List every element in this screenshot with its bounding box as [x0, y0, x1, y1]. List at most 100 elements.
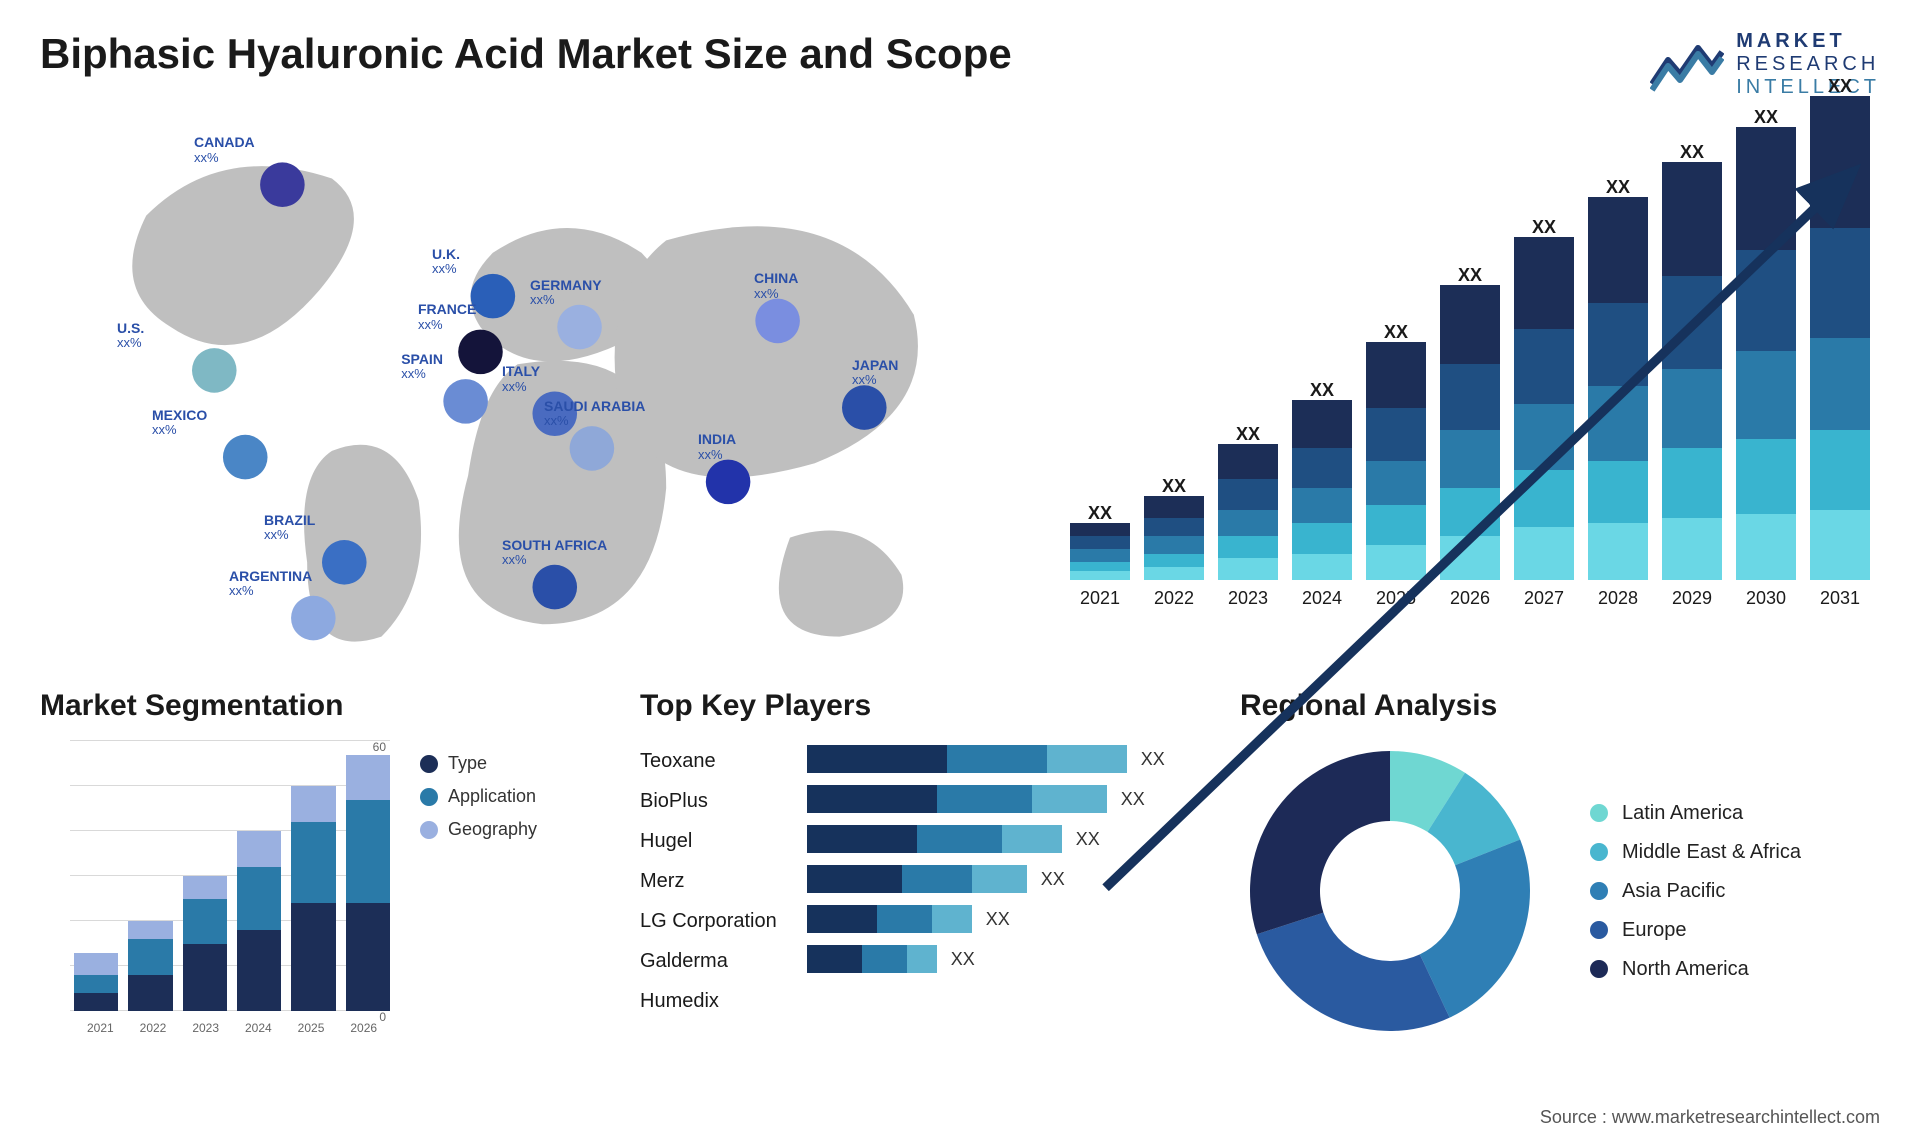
growth-bar: XX2022 — [1144, 496, 1204, 609]
players-list: TeoxaneBioPlusHugelMerzLG CorporationGal… — [640, 741, 777, 1021]
growth-bar: XX2025 — [1366, 342, 1426, 609]
map-country-label: BRAZILxx% — [264, 513, 315, 543]
seg-bar — [291, 786, 335, 1011]
donut-slice — [1250, 751, 1390, 934]
map-country-label: SPAINxx% — [401, 352, 443, 382]
seg-legend-item: Geography — [420, 819, 537, 840]
player-name: BioPlus — [640, 781, 777, 821]
growth-bar-year: 2031 — [1820, 588, 1860, 609]
regional-panel: Regional Analysis Latin America Middle Ea… — [1240, 689, 1880, 1041]
regional-donut-chart — [1240, 741, 1540, 1041]
growth-bar-value: XX — [1310, 380, 1334, 401]
growth-bar-year: 2026 — [1450, 588, 1490, 609]
segmentation-title: Market Segmentation — [40, 689, 600, 723]
map-country-label: GERMANYxx% — [530, 278, 602, 308]
player-bar-row: XX — [807, 905, 1200, 933]
growth-bar: XX2028 — [1588, 197, 1648, 609]
growth-bar-value: XX — [1680, 142, 1704, 163]
logo-line2: RESEARCH — [1736, 53, 1880, 76]
player-name: Humedix — [640, 981, 777, 1021]
segmentation-panel: Market Segmentation 20212022202320242025… — [40, 689, 600, 1041]
growth-bar: XX2024 — [1292, 400, 1352, 609]
growth-bar: XX2023 — [1218, 444, 1278, 609]
growth-bar-value: XX — [1532, 217, 1556, 238]
seg-legend-item: Type — [420, 753, 537, 774]
growth-bar: XX2027 — [1514, 237, 1574, 609]
growth-bar: XX2031 — [1810, 96, 1870, 609]
map-country-label: ITALYxx% — [502, 364, 540, 394]
map-country-label: MEXICOxx% — [152, 408, 207, 438]
seg-bar — [237, 831, 281, 1011]
map-country-label: CHINAxx% — [754, 271, 798, 301]
regional-legend: Latin America Middle East & Africa Asia Pa… — [1590, 786, 1801, 997]
map-country-label: FRANCExx% — [418, 302, 476, 332]
player-bar-row: XX — [807, 945, 1200, 973]
player-bar-value: XX — [1041, 869, 1065, 890]
player-name: LG Corporation — [640, 901, 777, 941]
segmentation-legend: TypeApplicationGeography — [420, 741, 537, 1041]
growth-bar-year: 2021 — [1080, 588, 1120, 609]
player-name: Teoxane — [640, 741, 777, 781]
world-map-panel: CANADAxx%U.S.xx%MEXICOxx%BRAZILxx%ARGENT… — [40, 129, 1020, 649]
player-name: Merz — [640, 861, 777, 901]
player-bar-value: XX — [1076, 829, 1100, 850]
growth-bar-value: XX — [1828, 76, 1852, 97]
region-legend-item: Europe — [1590, 919, 1801, 942]
player-bar-row: XX — [807, 825, 1200, 853]
player-bar — [807, 945, 937, 973]
seg-xlabel: 2024 — [232, 1021, 285, 1035]
map-country-label: ARGENTINAxx% — [229, 569, 312, 599]
growth-bar-value: XX — [1236, 424, 1260, 445]
regional-title: Regional Analysis — [1240, 689, 1880, 723]
players-title: Top Key Players — [640, 689, 1200, 723]
map-country-label: U.S.xx% — [117, 321, 144, 351]
growth-bar-year: 2024 — [1302, 588, 1342, 609]
player-name: Galderma — [640, 941, 777, 981]
player-name: Hugel — [640, 821, 777, 861]
region-legend-item: Latin America — [1590, 802, 1801, 825]
growth-bar: XX2029 — [1662, 162, 1722, 609]
player-bar-row: XX — [807, 865, 1200, 893]
seg-ytick: 0 — [379, 1010, 386, 1024]
key-players-panel: Top Key Players TeoxaneBioPlusHugelMerzL… — [640, 689, 1200, 1041]
region-legend-item: Asia Pacific — [1590, 880, 1801, 903]
player-bar — [807, 785, 1107, 813]
segmentation-chart: 202120222023202420252026 0102030405060 — [40, 741, 390, 1041]
growth-bar-value: XX — [1606, 177, 1630, 198]
seg-xlabel: 2023 — [179, 1021, 232, 1035]
player-bar-value: XX — [951, 949, 975, 970]
seg-xlabel: 2021 — [74, 1021, 127, 1035]
growth-bar-value: XX — [1088, 503, 1112, 524]
players-bar-chart: XXXXXXXXXXXX — [807, 741, 1200, 1021]
growth-bar-year: 2022 — [1154, 588, 1194, 609]
growth-bar-value: XX — [1754, 107, 1778, 128]
donut-slice — [1257, 913, 1450, 1031]
map-country-label: INDIAxx% — [698, 432, 736, 462]
player-bar-row: XX — [807, 785, 1200, 813]
growth-bar-value: XX — [1458, 265, 1482, 286]
map-country-label: U.K.xx% — [432, 247, 460, 277]
map-country-label: JAPANxx% — [852, 358, 898, 388]
region-legend-item: North America — [1590, 958, 1801, 981]
growth-bar-year: 2028 — [1598, 588, 1638, 609]
region-legend-item: Middle East & Africa — [1590, 841, 1801, 864]
seg-xlabel: 2025 — [285, 1021, 338, 1035]
seg-xlabel: 2022 — [127, 1021, 180, 1035]
player-bar — [807, 865, 1027, 893]
growth-bar-value: XX — [1162, 476, 1186, 497]
logo-icon — [1650, 38, 1724, 92]
growth-bar-year: 2027 — [1524, 588, 1564, 609]
seg-bar — [128, 921, 172, 1011]
player-bar-value: XX — [986, 909, 1010, 930]
growth-bar-year: 2030 — [1746, 588, 1786, 609]
map-country-label: SOUTH AFRICAxx% — [502, 538, 607, 568]
logo-line1: MARKET — [1736, 30, 1880, 53]
page-title: Biphasic Hyaluronic Acid Market Size and… — [40, 30, 1012, 78]
player-bar — [807, 825, 1062, 853]
growth-bar-year: 2029 — [1672, 588, 1712, 609]
growth-bar: XX2030 — [1736, 127, 1796, 609]
source-attribution: Source : www.marketresearchintellect.com — [1540, 1107, 1880, 1128]
player-bar — [807, 745, 1127, 773]
growth-bar-value: XX — [1384, 322, 1408, 343]
seg-bar — [74, 953, 118, 1012]
